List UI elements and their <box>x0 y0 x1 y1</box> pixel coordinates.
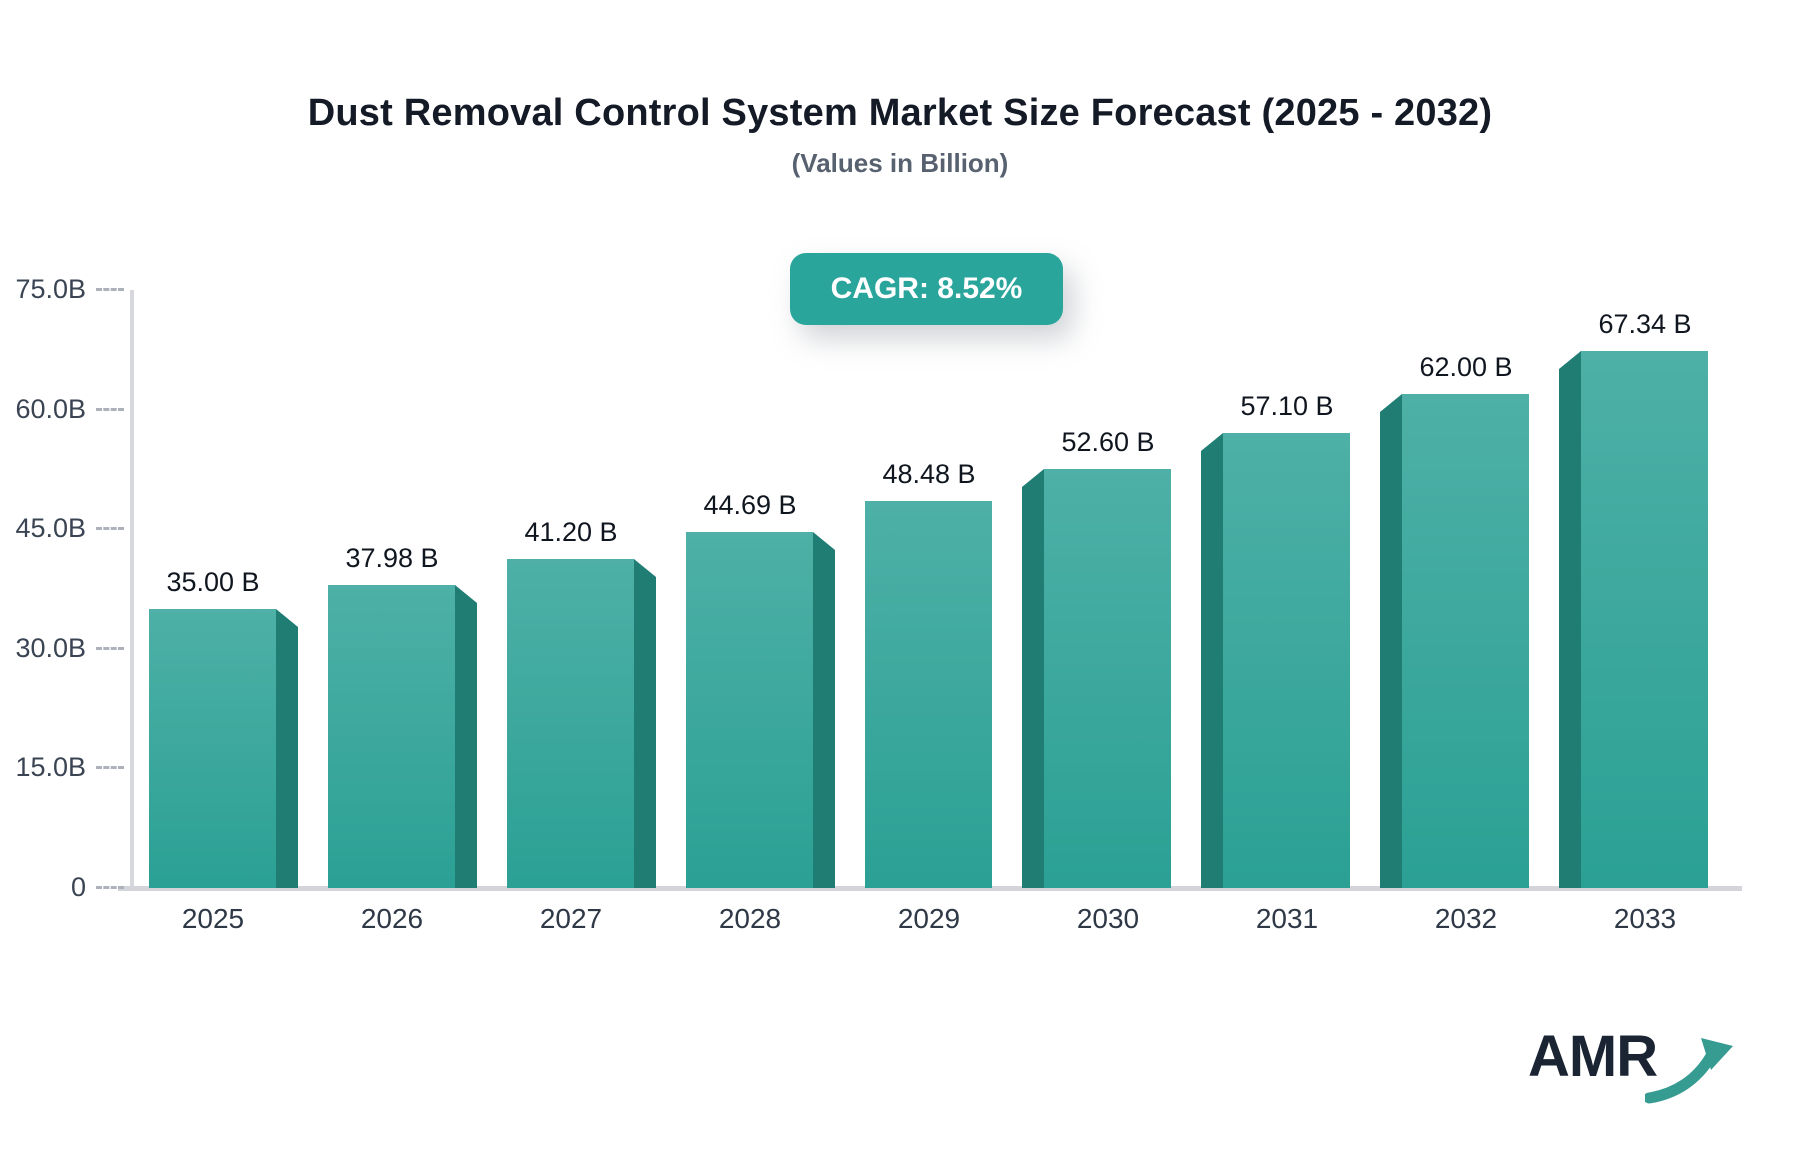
chart-subtitle: (Values in Billion) <box>791 148 1009 178</box>
bar-2028 <box>686 532 813 888</box>
growth-arrow-icon <box>1645 1038 1734 1104</box>
bar-2028-side <box>813 532 835 888</box>
amr-logo-text: AMR <box>1528 1024 1658 1089</box>
bar-2027 <box>507 559 634 888</box>
x-tick-label: 2033 <box>1613 903 1677 934</box>
y-tick-label: 60.0B <box>15 393 86 424</box>
x-tick-label: 2025 <box>181 903 245 934</box>
bar-value-label: 44.69 B <box>703 490 797 520</box>
bar-2032-side <box>1380 394 1402 888</box>
x-tick-label: 2031 <box>1255 903 1319 934</box>
x-tick-label: 2028 <box>718 903 782 934</box>
bar-2030 <box>1044 469 1171 888</box>
y-tick-mark <box>96 886 124 889</box>
bar-value-label: 62.00 B <box>1419 352 1513 382</box>
bar-2033-side <box>1559 351 1581 888</box>
y-tick-mark <box>96 646 124 650</box>
bar-value-label: 67.34 B <box>1598 309 1692 339</box>
bar-2030-side <box>1022 469 1044 888</box>
cagr-badge: CAGR: 8.52% <box>790 253 1063 325</box>
x-tick-label: 2029 <box>897 903 961 934</box>
bar-value-label: 52.60 B <box>1061 427 1155 457</box>
bar-value-label: 41.20 B <box>524 517 618 547</box>
bar-value-label: 57.10 B <box>1240 391 1334 421</box>
bar-2033 <box>1581 351 1708 888</box>
y-tick-mark <box>96 527 124 531</box>
y-axis-line <box>130 290 134 890</box>
y-tick-mark <box>96 766 124 770</box>
chart-title: Dust Removal Control System Market Size … <box>307 92 1493 134</box>
bar-2025 <box>149 609 276 888</box>
bar-2032 <box>1402 394 1529 888</box>
bar-value-label: 48.48 B <box>882 459 976 489</box>
x-tick-label: 2027 <box>539 903 603 934</box>
bar-2027-side <box>634 559 656 888</box>
y-tick-mark <box>96 407 124 411</box>
bar-2026-side <box>455 585 477 888</box>
y-tick-label: 0 <box>70 872 86 902</box>
x-tick-label: 2032 <box>1434 903 1498 934</box>
x-axis-line <box>118 886 1742 891</box>
bar-value-label: 35.00 B <box>166 567 260 597</box>
y-tick-label: 75.0B <box>15 274 86 304</box>
y-tick-label: 15.0B <box>15 752 86 783</box>
amr-logo: AMR <box>1528 1028 1737 1110</box>
bar-value-label: 37.98 B <box>345 543 439 573</box>
bar-2031 <box>1223 433 1350 888</box>
bar-2029 <box>865 501 992 888</box>
bar-2031-side <box>1201 433 1223 888</box>
x-tick-label: 2030 <box>1076 903 1140 934</box>
y-tick-label: 45.0B <box>15 513 86 544</box>
bar-2025-side <box>276 609 298 888</box>
x-tick-label: 2026 <box>360 903 424 934</box>
bar-2026 <box>328 585 455 888</box>
y-tick-label: 30.0B <box>15 632 86 663</box>
y-tick-mark <box>96 288 124 291</box>
